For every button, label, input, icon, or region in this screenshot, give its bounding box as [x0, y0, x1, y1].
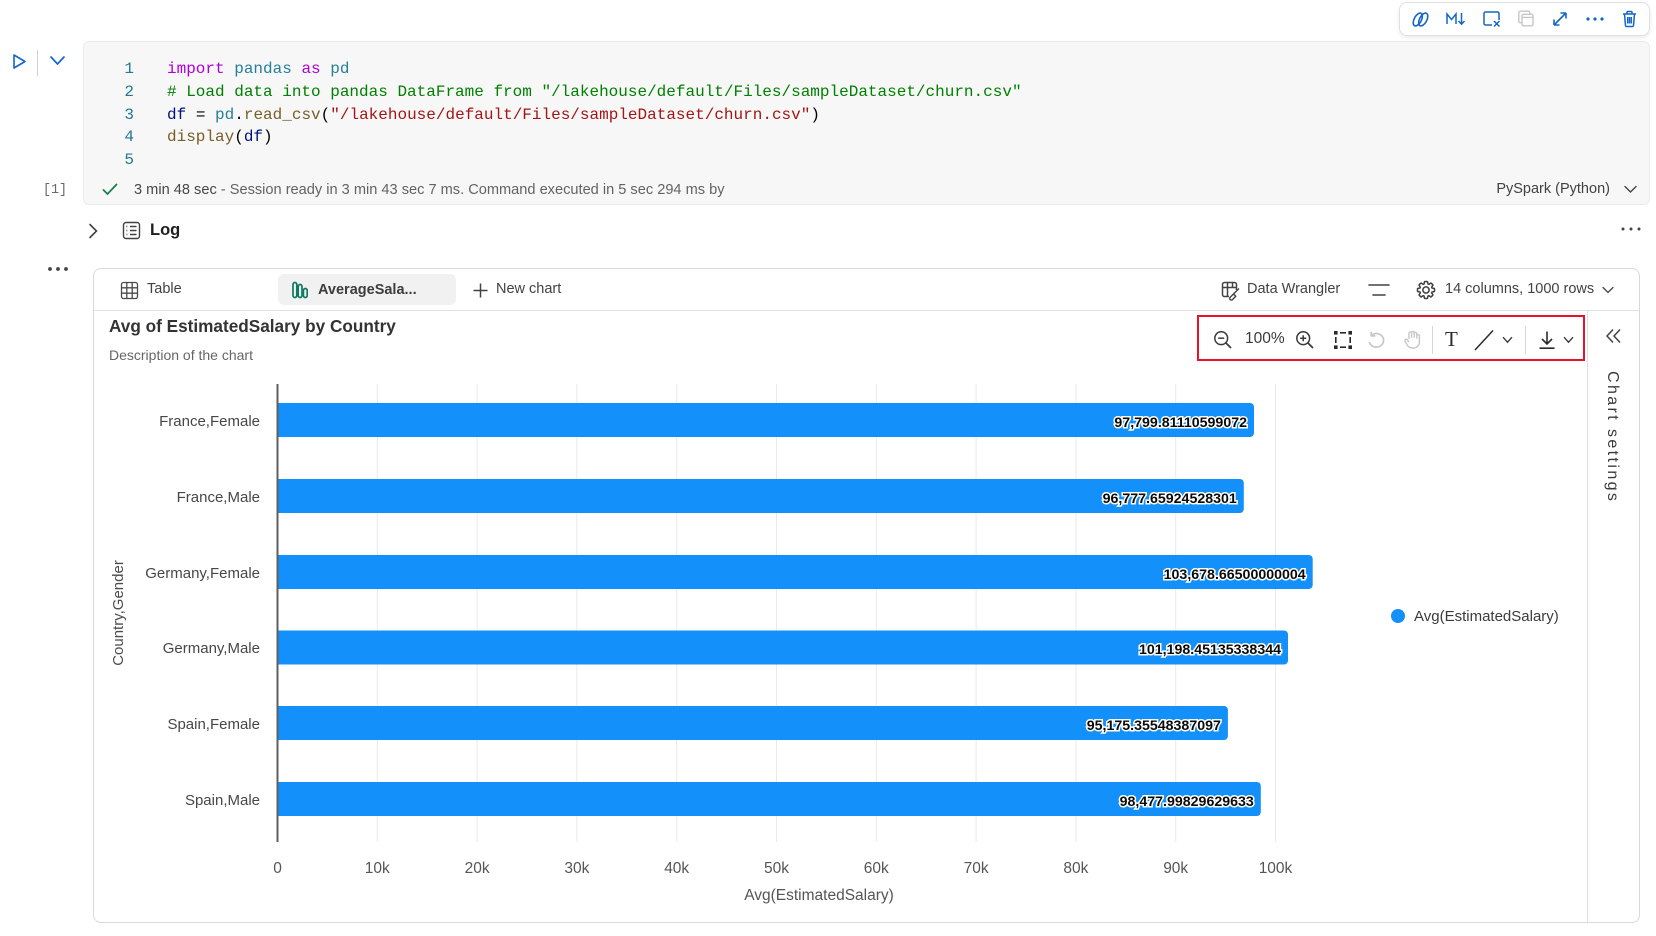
svg-text:Country,Gender: Country,Gender [110, 560, 127, 666]
svg-text:97,799.81110599072: 97,799.81110599072 [1114, 415, 1247, 431]
svg-text:Avg(EstimatedSalary): Avg(EstimatedSalary) [1414, 608, 1559, 625]
svg-text:50k: 50k [764, 860, 789, 877]
svg-text:Germany,Male: Germany,Male [163, 640, 260, 657]
svg-text:90k: 90k [1163, 860, 1188, 877]
svg-text:101,198.45135338344: 101,198.45135338344 [1139, 642, 1281, 658]
svg-text:20k: 20k [465, 860, 490, 877]
svg-text:80k: 80k [1063, 860, 1088, 877]
svg-text:France,Female: France,Female [159, 413, 260, 430]
svg-text:60k: 60k [864, 860, 889, 877]
svg-text:96,777.65924528301: 96,777.65924528301 [1103, 491, 1237, 507]
svg-text:98,477.99829629633: 98,477.99829629633 [1120, 794, 1254, 810]
svg-text:Germany,Female: Germany,Female [145, 565, 260, 582]
svg-text:Avg(EstimatedSalary): Avg(EstimatedSalary) [744, 887, 894, 904]
svg-text:Spain,Female: Spain,Female [167, 716, 260, 733]
svg-text:95,175.35548387097: 95,175.35548387097 [1087, 718, 1221, 734]
svg-text:70k: 70k [964, 860, 989, 877]
svg-text:103,678.66500000004: 103,678.66500000004 [1164, 567, 1306, 583]
svg-text:100k: 100k [1259, 860, 1293, 877]
svg-text:10k: 10k [365, 860, 390, 877]
svg-text:40k: 40k [664, 860, 689, 877]
svg-text:Spain,Male: Spain,Male [185, 792, 260, 809]
svg-text:30k: 30k [564, 860, 589, 877]
svg-text:France,Male: France,Male [177, 489, 260, 506]
svg-text:0: 0 [273, 860, 282, 877]
